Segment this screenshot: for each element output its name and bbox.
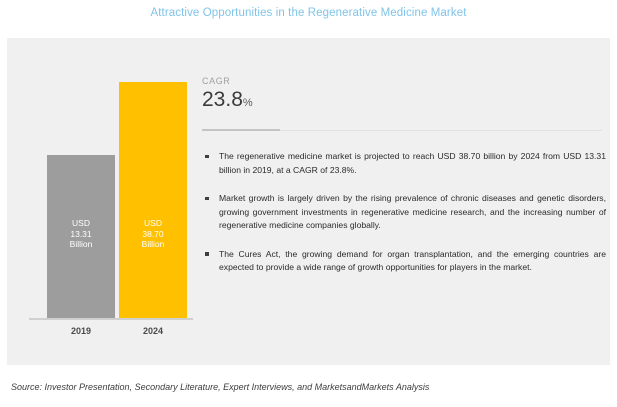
page-title: Attractive Opportunities in the Regenera… bbox=[150, 7, 467, 19]
insights-column: CAGR 23.8% The regenerative medicine mar… bbox=[197, 38, 610, 365]
bar-2019-label: USD 13.31 Billion bbox=[47, 218, 115, 250]
bar-2024-currency: USD bbox=[144, 218, 162, 228]
bar-2019-amount: 13.31 bbox=[70, 228, 92, 239]
chart-axis-line bbox=[29, 318, 193, 320]
bar-2024-scale: Billion bbox=[141, 239, 165, 249]
bar-chart: USD 13.31 Billion USD 38.70 Billion 2019… bbox=[25, 38, 197, 365]
list-item: The Cures Act, the growing demand for or… bbox=[203, 248, 606, 275]
bar-2024: USD 38.70 Billion bbox=[119, 82, 187, 318]
x-axis-tick-2024: 2024 bbox=[142, 326, 164, 336]
source-note: Source: Investor Presentation, Secondary… bbox=[11, 382, 430, 392]
cagr-percent-sign: % bbox=[242, 97, 253, 109]
cagr-label: CAGR bbox=[202, 76, 231, 86]
bar-2024-amount: 38.70 bbox=[142, 228, 164, 239]
bullet-square-icon bbox=[205, 196, 209, 200]
bullet-text: Market growth is largely driven by the r… bbox=[219, 193, 606, 230]
bullet-list: The regenerative medicine market is proj… bbox=[203, 150, 606, 275]
bullet-square-icon bbox=[205, 154, 209, 158]
bar-2019: USD 13.31 Billion bbox=[47, 155, 115, 318]
bullet-text: The Cures Act, the growing demand for or… bbox=[219, 248, 606, 273]
bar-2019-scale: Billion bbox=[69, 239, 93, 249]
list-item: The regenerative medicine market is proj… bbox=[203, 150, 606, 177]
cagr-value: 23.8% bbox=[202, 88, 253, 115]
list-item: Market growth is largely driven by the r… bbox=[203, 192, 606, 233]
cagr-block: CAGR 23.8% bbox=[202, 76, 253, 115]
section-divider-accent bbox=[202, 129, 280, 131]
bar-2024-label: USD 38.70 Billion bbox=[119, 218, 187, 250]
section-divider bbox=[202, 130, 602, 131]
bullet-square-icon bbox=[205, 252, 209, 256]
bullet-text: The regenerative medicine market is proj… bbox=[219, 151, 606, 175]
cagr-number: 23.8 bbox=[202, 88, 243, 111]
bar-2019-currency: USD bbox=[72, 218, 90, 228]
content-panel: USD 13.31 Billion USD 38.70 Billion 2019… bbox=[7, 38, 610, 365]
x-axis-tick-2019: 2019 bbox=[70, 326, 92, 336]
